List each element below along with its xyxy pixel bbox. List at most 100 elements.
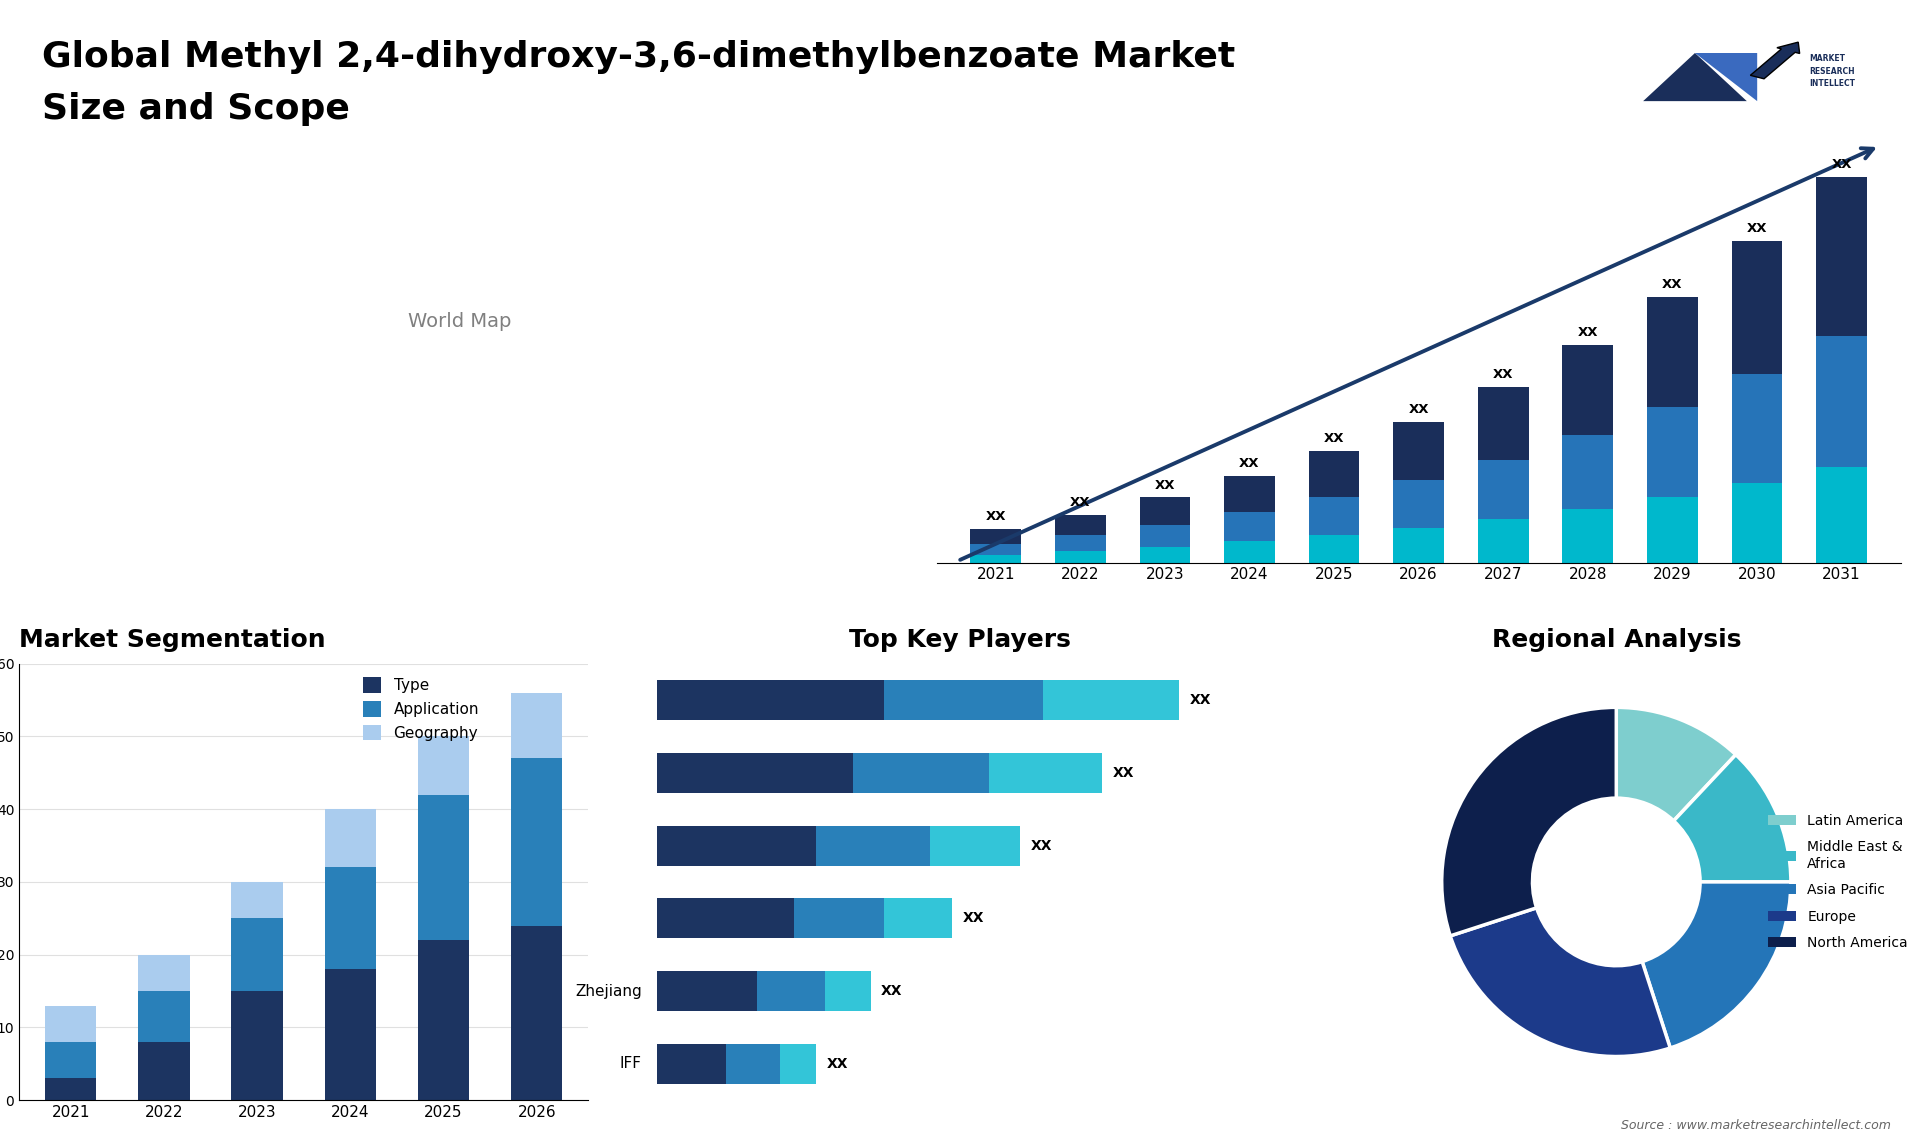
Text: MARKET
RESEARCH
INTELLECT: MARKET RESEARCH INTELLECT — [1809, 54, 1855, 88]
Text: XX: XX — [1031, 839, 1052, 853]
Bar — [885, 898, 952, 939]
Bar — [1054, 551, 1106, 563]
Text: IFF: IFF — [620, 1057, 641, 1072]
Bar — [1478, 460, 1528, 519]
Text: XX: XX — [828, 1057, 849, 1070]
FancyBboxPatch shape — [1617, 21, 1887, 146]
Bar — [1563, 345, 1613, 435]
Bar — [816, 825, 929, 865]
Bar — [1309, 497, 1359, 535]
Text: XX: XX — [1409, 403, 1428, 416]
Text: XX: XX — [1832, 158, 1851, 171]
Bar — [1478, 519, 1528, 563]
Bar — [1394, 422, 1444, 480]
Bar — [511, 759, 563, 926]
Bar — [1732, 482, 1782, 563]
Bar — [1140, 497, 1190, 525]
Bar — [1043, 680, 1179, 720]
Text: XX: XX — [985, 510, 1006, 524]
Bar — [657, 825, 816, 865]
Bar — [756, 971, 826, 1011]
Bar — [852, 753, 989, 793]
Bar — [511, 693, 563, 759]
Bar — [657, 680, 885, 720]
Bar — [232, 882, 282, 918]
Bar — [1309, 535, 1359, 563]
Text: Zhejiang: Zhejiang — [576, 983, 641, 998]
Bar — [657, 898, 793, 939]
Text: XX: XX — [962, 911, 985, 925]
Bar — [1647, 407, 1697, 497]
Bar — [1647, 297, 1697, 407]
Text: XX: XX — [1747, 221, 1766, 235]
Bar — [929, 825, 1020, 865]
Bar — [989, 753, 1102, 793]
Bar — [44, 1005, 96, 1042]
Title: Top Key Players: Top Key Players — [849, 628, 1071, 652]
Text: Market Segmentation: Market Segmentation — [19, 628, 326, 652]
Text: XX: XX — [1238, 457, 1260, 470]
Bar — [657, 753, 852, 793]
Bar — [324, 970, 376, 1100]
Text: XX: XX — [1154, 479, 1175, 492]
Text: Size and Scope: Size and Scope — [42, 92, 349, 126]
Wedge shape — [1450, 908, 1670, 1057]
Bar — [1054, 515, 1106, 535]
Bar — [726, 1044, 780, 1084]
Bar — [232, 991, 282, 1100]
Bar — [1225, 476, 1275, 512]
Text: XX: XX — [1663, 278, 1682, 291]
Bar — [44, 1042, 96, 1078]
Text: Global Methyl 2,4-dihydroxy-3,6-dimethylbenzoate Market: Global Methyl 2,4-dihydroxy-3,6-dimethyl… — [42, 40, 1235, 74]
Bar — [419, 737, 468, 794]
Polygon shape — [1695, 53, 1757, 101]
Text: XX: XX — [881, 984, 902, 998]
Bar — [1225, 541, 1275, 563]
Bar — [885, 680, 1043, 720]
Legend: Type, Application, Geography: Type, Application, Geography — [357, 672, 486, 747]
Wedge shape — [1674, 755, 1791, 882]
Bar — [1140, 525, 1190, 547]
Bar — [657, 971, 756, 1011]
Bar — [419, 940, 468, 1100]
Bar — [1732, 374, 1782, 482]
Bar — [1816, 336, 1866, 466]
Bar — [232, 918, 282, 991]
Bar — [324, 809, 376, 868]
Wedge shape — [1442, 707, 1617, 936]
Wedge shape — [1617, 707, 1736, 821]
Text: XX: XX — [1323, 432, 1344, 445]
Bar — [1816, 176, 1866, 336]
Bar — [1816, 466, 1866, 563]
Polygon shape — [1644, 53, 1747, 101]
Text: XX: XX — [1112, 766, 1135, 779]
Legend: Latin America, Middle East &
Africa, Asia Pacific, Europe, North America: Latin America, Middle East & Africa, Asi… — [1763, 808, 1914, 956]
Bar — [1478, 387, 1528, 460]
Bar — [1225, 512, 1275, 541]
Bar — [1394, 528, 1444, 563]
Bar — [1647, 497, 1697, 563]
Bar — [1394, 480, 1444, 528]
Bar — [826, 971, 870, 1011]
Bar — [419, 794, 468, 940]
Bar — [1140, 547, 1190, 563]
Bar — [511, 926, 563, 1100]
Text: XX: XX — [1069, 496, 1091, 509]
Bar — [138, 955, 190, 991]
Text: XX: XX — [1494, 368, 1513, 382]
Bar — [970, 556, 1021, 563]
Text: XX: XX — [1190, 693, 1212, 707]
Bar — [1563, 509, 1613, 563]
Text: XX: XX — [1578, 327, 1597, 339]
Bar — [1309, 450, 1359, 497]
Bar — [138, 1042, 190, 1100]
Bar — [780, 1044, 816, 1084]
Text: World Map: World Map — [407, 312, 511, 331]
Wedge shape — [1642, 882, 1791, 1047]
Bar — [1054, 535, 1106, 551]
Bar — [793, 898, 885, 939]
Text: Source : www.marketresearchintellect.com: Source : www.marketresearchintellect.com — [1620, 1120, 1891, 1132]
FancyArrow shape — [1751, 42, 1799, 79]
Bar — [970, 529, 1021, 543]
Bar — [1732, 241, 1782, 374]
